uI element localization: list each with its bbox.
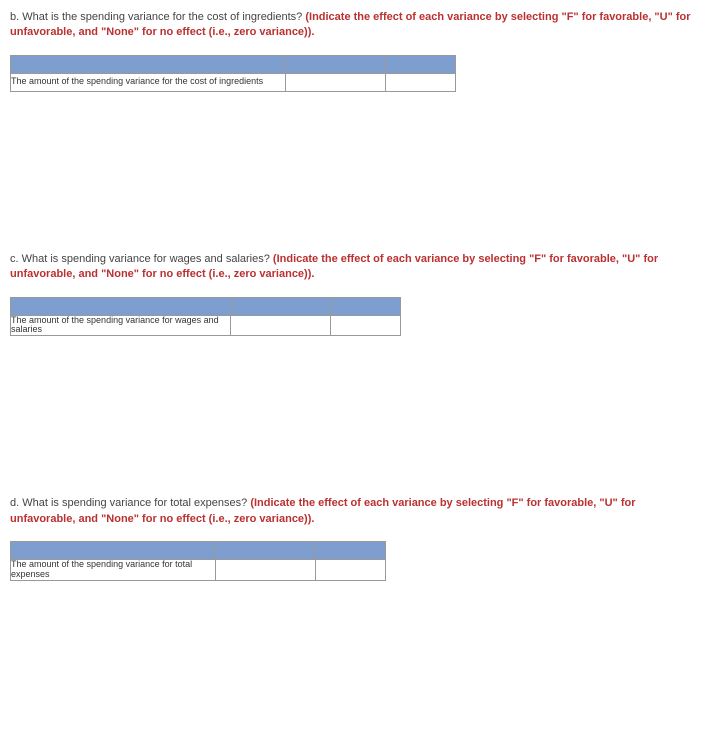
header-cell-label	[11, 55, 286, 73]
header-cell-amount	[231, 297, 331, 315]
variance-table-c: The amount of the spending variance for …	[10, 297, 401, 337]
amount-cell-c[interactable]	[231, 315, 331, 336]
row-label-d: The amount of the spending variance for …	[11, 560, 216, 581]
question-b-prefix: b. What is the spending variance for the…	[10, 11, 305, 23]
row-label-b: The amount of the spending variance for …	[11, 73, 286, 91]
effect-input-b[interactable]	[386, 74, 455, 91]
header-cell-effect	[331, 297, 401, 315]
header-cell-amount	[286, 55, 386, 73]
table-header-row	[11, 297, 401, 315]
header-cell-effect	[316, 542, 386, 560]
variance-table-d: The amount of the spending variance for …	[10, 541, 386, 581]
header-cell-label	[11, 297, 231, 315]
effect-input-d[interactable]	[316, 560, 385, 580]
effect-cell-c[interactable]	[331, 315, 401, 336]
effect-cell-b[interactable]	[386, 73, 456, 91]
header-cell-amount	[216, 542, 316, 560]
question-b-text: b. What is the spending variance for the…	[10, 10, 698, 41]
question-d-text: d. What is spending variance for total e…	[10, 496, 698, 527]
amount-cell-b[interactable]	[286, 73, 386, 91]
question-d-prefix: d. What is spending variance for total e…	[10, 497, 250, 509]
question-c-prefix: c. What is spending variance for wages a…	[10, 253, 273, 265]
question-d: d. What is spending variance for total e…	[10, 496, 698, 581]
amount-cell-d[interactable]	[216, 560, 316, 581]
header-cell-label	[11, 542, 216, 560]
question-b: b. What is the spending variance for the…	[10, 10, 698, 92]
table-header-row	[11, 55, 456, 73]
table-row: The amount of the spending variance for …	[11, 560, 386, 581]
row-label-c: The amount of the spending variance for …	[11, 315, 231, 336]
table-row: The amount of the spending variance for …	[11, 315, 401, 336]
variance-table-b: The amount of the spending variance for …	[10, 55, 456, 92]
amount-input-c[interactable]	[231, 316, 330, 336]
effect-input-c[interactable]	[331, 316, 400, 336]
header-cell-effect	[386, 55, 456, 73]
amount-input-b[interactable]	[286, 74, 385, 91]
question-c-text: c. What is spending variance for wages a…	[10, 252, 698, 283]
table-header-row	[11, 542, 386, 560]
question-c: c. What is spending variance for wages a…	[10, 252, 698, 337]
table-row: The amount of the spending variance for …	[11, 73, 456, 91]
amount-input-d[interactable]	[216, 560, 315, 580]
effect-cell-d[interactable]	[316, 560, 386, 581]
